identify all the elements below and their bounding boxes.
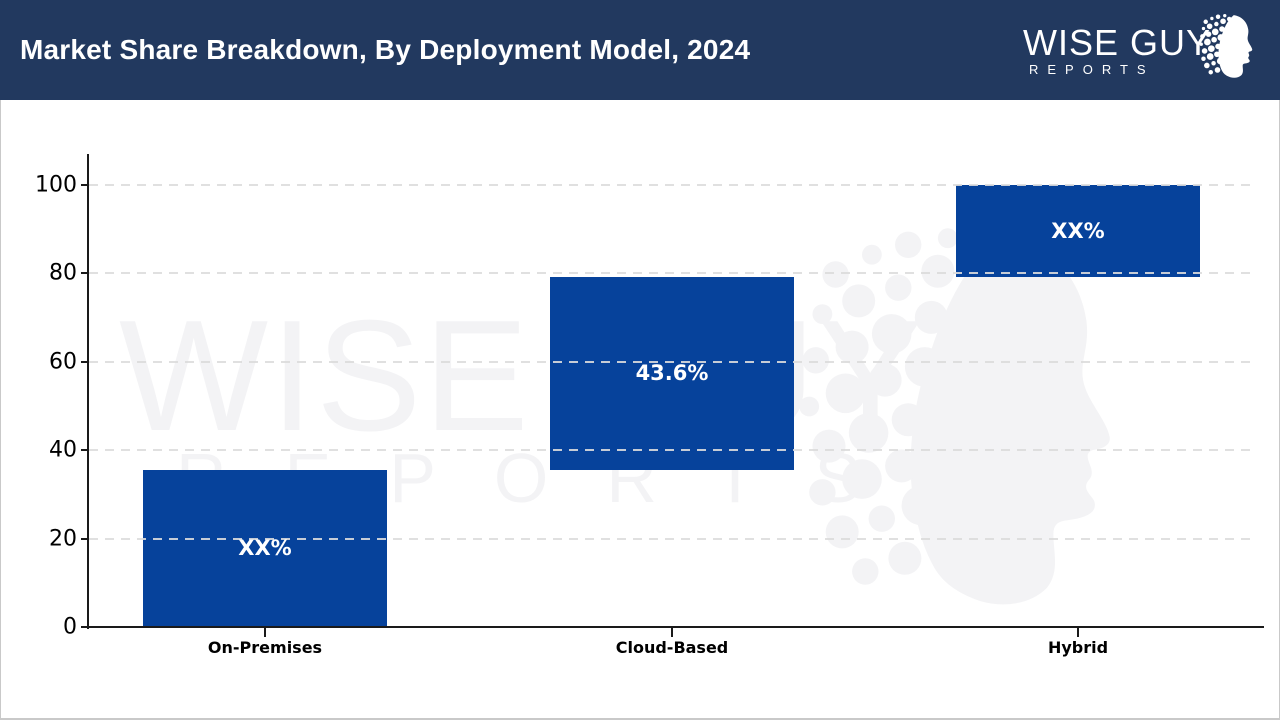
y-tick-label: 40 [49, 437, 77, 463]
brand-face-icon [1199, 13, 1253, 78]
gridline-40 [89, 449, 1256, 452]
y-tick-mark [81, 537, 89, 540]
bar-hybrid [956, 184, 1200, 277]
page-title: Market Share Breakdown, By Deployment Mo… [20, 34, 751, 65]
gridline-100 [89, 183, 1256, 186]
y-tick-label: 20 [49, 526, 77, 552]
gridline-20 [89, 537, 1256, 540]
bar-label-cloud-based: 43.6% [635, 361, 709, 386]
y-tick-mark [81, 183, 89, 186]
x-tick-mark [264, 628, 266, 637]
bar-cloud-based [550, 276, 794, 470]
category-label-cloud-based: Cloud-Based [615, 638, 729, 657]
bar-label-hybrid: XX% [1051, 218, 1105, 243]
watermark-face-icon [799, 228, 1110, 605]
y-tick-mark [81, 626, 89, 628]
plot-area: 0 20 40 60 80 100 XX% 43.6% XX% On-Premises Cloud-… [1, 100, 1280, 720]
category-label-hybrid: Hybrid [1047, 638, 1109, 657]
bar-on-premises [143, 469, 387, 627]
brand-subtitle: REPORTS [1029, 62, 1155, 77]
bar-label-on-premises: XX% [238, 536, 292, 561]
y-tick-mark [81, 449, 89, 452]
y-tick-label: 100 [35, 172, 77, 198]
category-label-on-premises: On-Premises [207, 638, 323, 657]
y-tick-label: 80 [49, 260, 77, 286]
y-tick-mark [81, 272, 89, 275]
gridline-60 [89, 360, 1256, 363]
brand-logo: WISE GUY REPORTS [1023, 0, 1268, 100]
y-axis-spine [87, 154, 89, 629]
brand-wordmark: WISE GUY [1023, 22, 1212, 63]
y-tick-label: 0 [63, 614, 77, 640]
x-tick-mark [1077, 628, 1079, 637]
y-tick-mark [81, 360, 89, 363]
x-axis-spine [87, 626, 1264, 628]
header-bar: Market Share Breakdown, By Deployment Mo… [0, 0, 1280, 100]
chart-panel: WISE GUY REPORTS 0 20 40 60 80 100 XX% 43.6% XX%… [0, 100, 1280, 720]
y-tick-label: 60 [49, 349, 77, 375]
gridline-80 [89, 272, 1256, 275]
x-tick-mark [671, 628, 673, 637]
